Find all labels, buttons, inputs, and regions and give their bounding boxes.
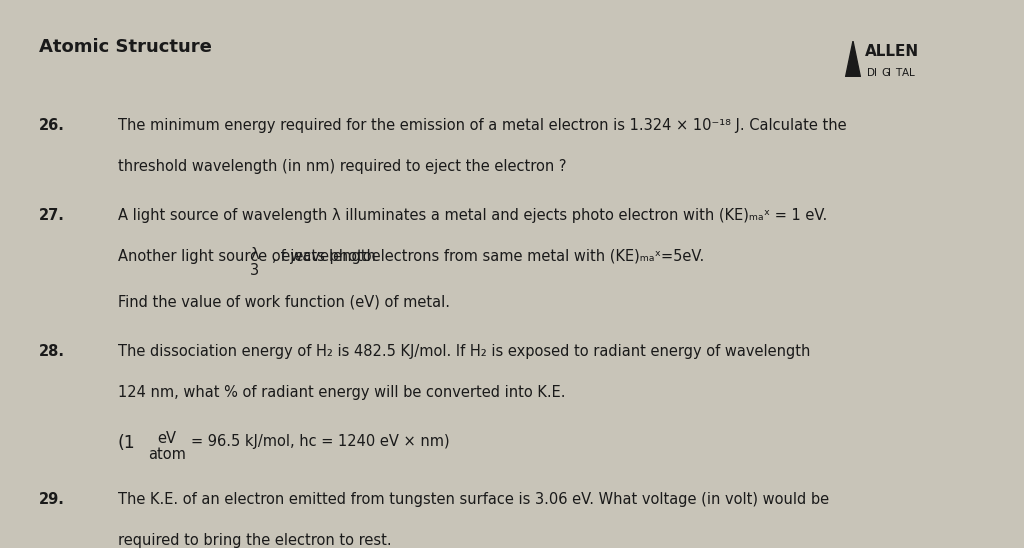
Text: D: D <box>867 68 876 78</box>
Text: Another light source of wavelength: Another light source of wavelength <box>118 249 380 264</box>
Text: The minimum energy required for the emission of a metal electron is 1.324 × 10⁻¹: The minimum energy required for the emis… <box>118 118 847 133</box>
Text: I: I <box>888 68 891 78</box>
Text: I: I <box>874 68 878 78</box>
Text: atom: atom <box>148 447 185 461</box>
Text: 27.: 27. <box>39 208 65 223</box>
Text: (1: (1 <box>118 434 135 452</box>
Text: ALLEN: ALLEN <box>865 44 920 59</box>
Polygon shape <box>846 41 860 77</box>
Text: The K.E. of an electron emitted from tungsten surface is 3.06 eV. What voltage (: The K.E. of an electron emitted from tun… <box>118 492 828 506</box>
Text: required to bring the electron to rest.: required to bring the electron to rest. <box>118 533 391 547</box>
Text: Find the value of work function (eV) of metal.: Find the value of work function (eV) of … <box>118 294 450 309</box>
Text: 3: 3 <box>250 263 259 278</box>
Text: L: L <box>909 68 914 78</box>
Text: 28.: 28. <box>39 344 65 358</box>
Text: 29.: 29. <box>39 492 65 506</box>
Text: threshold wavelength (in nm) required to eject the electron ?: threshold wavelength (in nm) required to… <box>118 159 566 174</box>
Text: G: G <box>882 68 890 78</box>
Text: 124 nm, what % of radiant energy will be converted into K.E.: 124 nm, what % of radiant energy will be… <box>118 385 565 399</box>
Text: = 96.5 kJ/mol, hc = 1240 eV × nm): = 96.5 kJ/mol, hc = 1240 eV × nm) <box>191 434 451 449</box>
Text: eV: eV <box>158 431 176 446</box>
Text: The dissociation energy of H₂ is 482.5 KJ/mol. If H₂ is exposed to radiant energ: The dissociation energy of H₂ is 482.5 K… <box>118 344 810 358</box>
Text: λ: λ <box>251 247 259 261</box>
Text: T: T <box>895 68 901 78</box>
Text: , ejects photoelectrons from same metal with (KE)ₘₐˣ=5eV.: , ejects photoelectrons from same metal … <box>272 249 705 264</box>
Text: Atomic Structure: Atomic Structure <box>39 38 212 56</box>
Text: A: A <box>902 68 909 78</box>
Text: 26.: 26. <box>39 118 65 133</box>
Text: A light source of wavelength λ illuminates a metal and ejects photo electron wit: A light source of wavelength λ illuminat… <box>118 208 827 223</box>
